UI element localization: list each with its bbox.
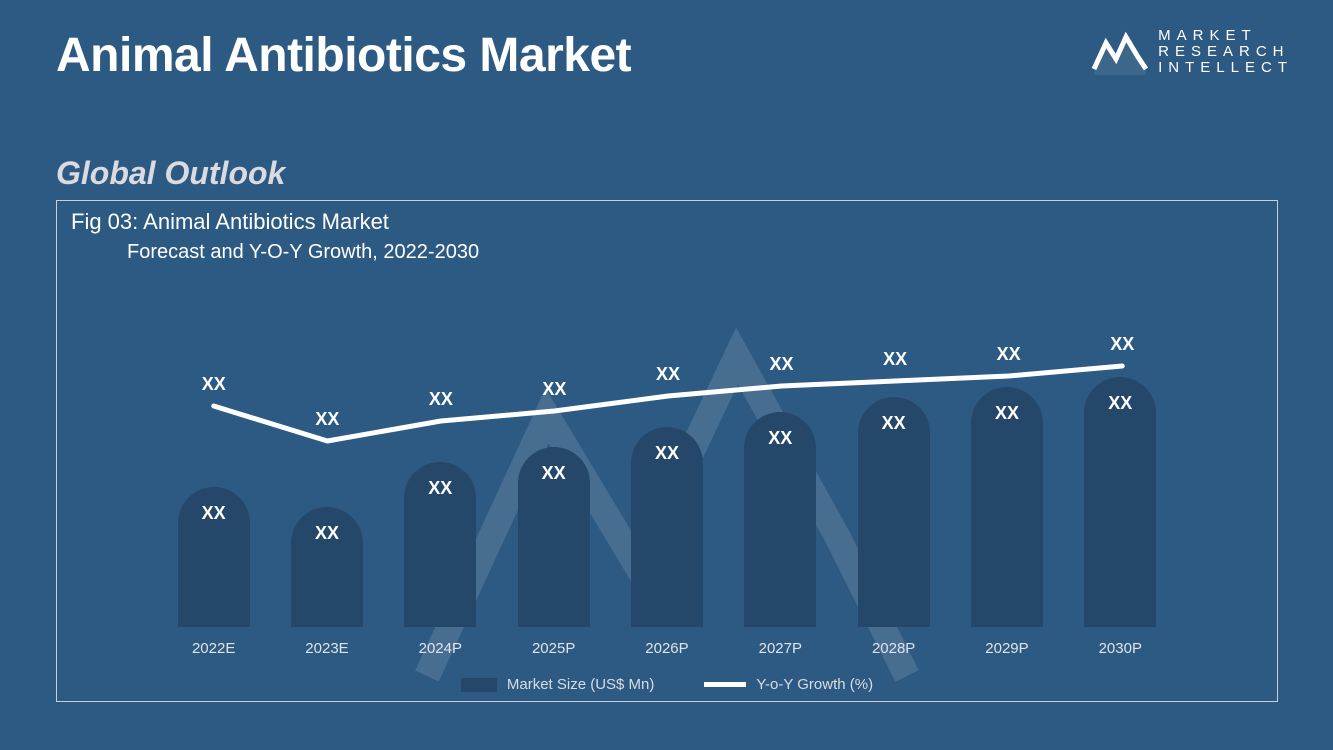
bar-slot: XX	[858, 397, 930, 627]
brand-logo: MARKET RESEARCH INTELLECT	[1092, 28, 1293, 75]
chart-frame: Fig 03: Animal Antibiotics Market Foreca…	[56, 200, 1278, 702]
bar: XX	[1084, 377, 1156, 627]
bar: XX	[291, 507, 363, 627]
page-title: Animal Antibiotics Market	[56, 28, 631, 83]
bar-slot: XX	[404, 462, 476, 627]
bar-slot: XX	[744, 412, 816, 627]
x-axis-label: 2023E	[291, 640, 363, 657]
x-axis-label: 2029P	[971, 640, 1043, 657]
legend-line-item: Y-o-Y Growth (%)	[704, 676, 873, 693]
x-axis-label: 2025P	[518, 640, 590, 657]
x-axis-label: 2024P	[404, 640, 476, 657]
bar-slot: XX	[631, 427, 703, 627]
legend-line-swatch	[704, 682, 746, 687]
bar: XX	[631, 427, 703, 627]
bar-value-label: XX	[655, 443, 679, 464]
bar: XX	[518, 447, 590, 627]
logo-text: MARKET RESEARCH INTELLECT	[1158, 28, 1293, 75]
bar-slot: XX	[178, 487, 250, 627]
legend-bar-swatch	[461, 678, 497, 692]
logo-line1: MARKET	[1158, 28, 1293, 44]
bar: XX	[744, 412, 816, 627]
legend-bar-label: Market Size (US$ Mn)	[507, 676, 655, 693]
x-axis-labels: 2022E 2023E 2024P 2025P 2026P 2027P 2028P 2029P…	[57, 640, 1277, 657]
x-axis-label: 2028P	[858, 640, 930, 657]
figure-subtitle: Forecast and Y-O-Y Growth, 2022-2030	[127, 241, 479, 264]
logo-line2: RESEARCH	[1158, 44, 1293, 60]
bar-value-label: XX	[995, 403, 1019, 424]
bar-value-label: XX	[315, 523, 339, 544]
bar: XX	[178, 487, 250, 627]
x-axis-label: 2030P	[1084, 640, 1156, 657]
bar-slot: XX	[971, 387, 1043, 627]
x-axis-label: 2026P	[631, 640, 703, 657]
logo-line3: INTELLECT	[1158, 60, 1293, 76]
bar-value-label: XX	[202, 503, 226, 524]
chart-area: XX XX XX XX XX XX XX XX XX XX XX XX XX XX XX XX XX XX 20…	[57, 281, 1277, 701]
bars-container: XX XX XX XX XX XX XX XX XX	[57, 327, 1277, 627]
bar: XX	[971, 387, 1043, 627]
bar-value-label: XX	[768, 428, 792, 449]
x-axis-label: 2022E	[178, 640, 250, 657]
bar-value-label: XX	[882, 413, 906, 434]
bar-slot: XX	[291, 507, 363, 627]
chart-legend: Market Size (US$ Mn) Y-o-Y Growth (%)	[57, 676, 1277, 693]
figure-title: Fig 03: Animal Antibiotics Market	[71, 209, 389, 235]
bar: XX	[858, 397, 930, 627]
logo-mark-icon	[1092, 29, 1148, 75]
bar-value-label: XX	[428, 478, 452, 499]
bar-value-label: XX	[1108, 393, 1132, 414]
bar-slot: XX	[518, 447, 590, 627]
x-axis-label: 2027P	[744, 640, 816, 657]
bar: XX	[404, 462, 476, 627]
section-subtitle: Global Outlook	[56, 155, 285, 192]
bar-value-label: XX	[542, 463, 566, 484]
legend-bar-item: Market Size (US$ Mn)	[461, 676, 655, 693]
legend-line-label: Y-o-Y Growth (%)	[756, 676, 873, 693]
bar-slot: XX	[1084, 377, 1156, 627]
